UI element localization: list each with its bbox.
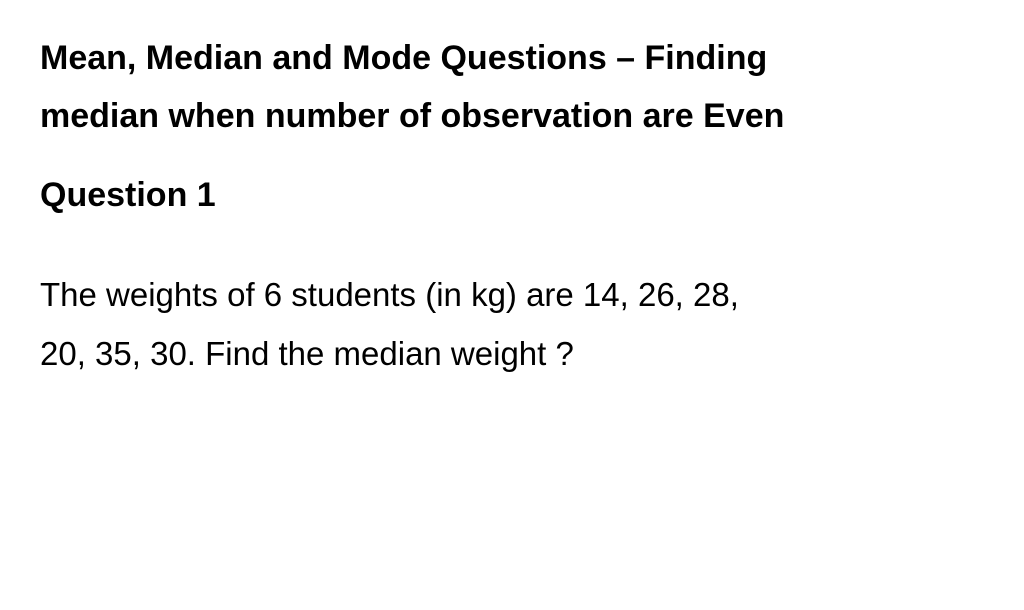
question-body: The weights of 6 students (in kg) are 14… xyxy=(40,265,984,384)
section-heading: Mean, Median and Mode Questions – Findin… xyxy=(40,30,984,146)
question-label: Question 1 xyxy=(40,176,984,215)
question-line-2: 20, 35, 30. Find the median weight ? xyxy=(40,335,574,372)
heading-line-2: median when number of observation are Ev… xyxy=(40,97,784,135)
question-line-1: The weights of 6 students (in kg) are 14… xyxy=(40,276,739,313)
heading-line-1: Mean, Median and Mode Questions – Findin… xyxy=(40,39,767,77)
